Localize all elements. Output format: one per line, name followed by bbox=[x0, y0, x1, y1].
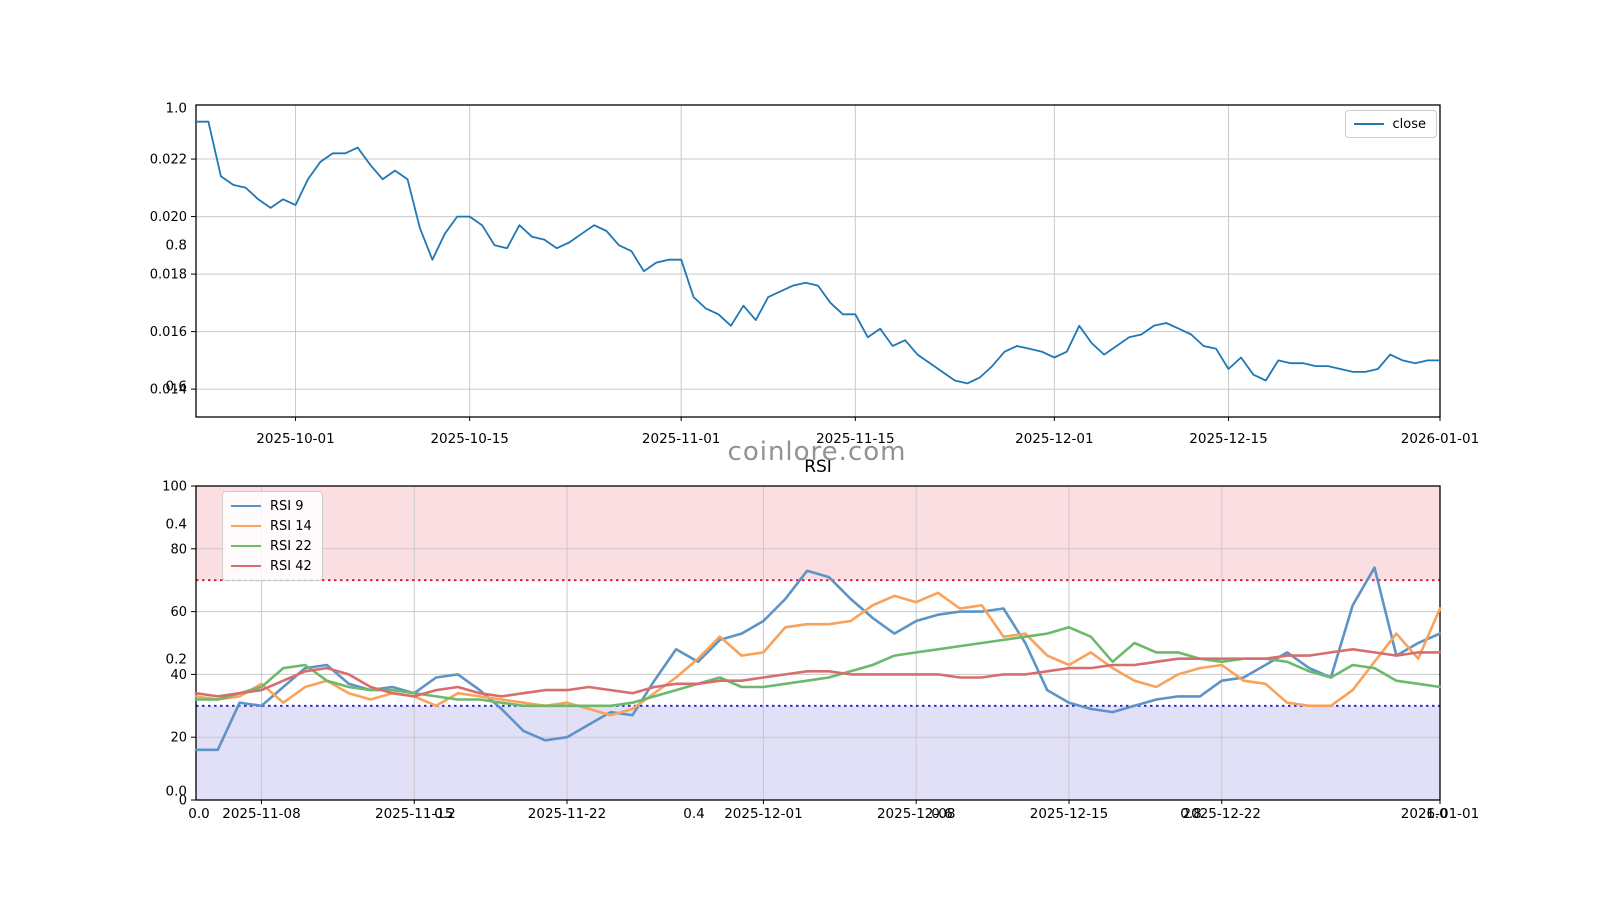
legend-item-rsi42: RSI 42 bbox=[231, 556, 312, 576]
legend-item-rsi9: RSI 9 bbox=[231, 496, 312, 516]
x-tick-label: 2025-12-08 bbox=[877, 806, 955, 822]
overlay-y-tick-label: 1.0 bbox=[166, 101, 187, 117]
rsi-plot-frame bbox=[195, 485, 1441, 801]
y-tick-label: 40 bbox=[170, 668, 187, 683]
y-tick-label: 60 bbox=[170, 605, 187, 620]
x-tick-label: 2025-12-15 bbox=[1189, 431, 1267, 447]
price-legend: close bbox=[1344, 110, 1437, 138]
legend-label-rsi22: RSI 22 bbox=[270, 538, 312, 554]
overlay-x-tick-label: 0.8 bbox=[1180, 806, 1201, 822]
overlay-x-tick-label: 0.4 bbox=[683, 806, 704, 822]
legend-item-rsi14: RSI 14 bbox=[231, 516, 312, 536]
overlay-y-tick-label: 0.8 bbox=[166, 238, 187, 254]
y-tick-label: 0.020 bbox=[150, 210, 187, 225]
x-tick-label: 2026-01-01 bbox=[1401, 431, 1479, 447]
y-tick-label: 0.014 bbox=[150, 383, 187, 398]
x-tick-label: 2025-12-22 bbox=[1183, 806, 1261, 822]
overlay-y-tick-label: 0.6 bbox=[166, 379, 187, 395]
overlay-y-tick-label: 0.4 bbox=[166, 517, 187, 533]
x-tick-label: 2025-10-15 bbox=[430, 431, 508, 447]
x-tick-label: 2026-01-01 bbox=[1401, 806, 1479, 822]
legend-label-rsi42: RSI 42 bbox=[270, 558, 312, 574]
rsi9-line bbox=[194, 566, 1442, 752]
close-line bbox=[196, 120, 1440, 385]
legend-item-close: close bbox=[1353, 115, 1426, 133]
x-tick-label: 2025-11-15 bbox=[816, 431, 894, 447]
rsi42-line bbox=[194, 647, 1442, 698]
legend-label-rsi9: RSI 9 bbox=[270, 498, 304, 514]
watermark: coinlore.com bbox=[727, 437, 907, 467]
legend-label-rsi14: RSI 14 bbox=[270, 518, 312, 534]
overlay-y-tick-label: 0.0 bbox=[166, 784, 187, 800]
x-tick-label: 2025-10-01 bbox=[256, 431, 334, 447]
rsi14-line-swatch bbox=[231, 525, 261, 527]
x-tick-label: 2025-11-15 bbox=[375, 806, 453, 822]
overlay-x-tick-label: 0.6 bbox=[931, 806, 952, 822]
x-tick-label: 2025-12-01 bbox=[1015, 431, 1093, 447]
overlay-y-tick-label: 0.2 bbox=[166, 652, 187, 668]
rsi22-line bbox=[194, 625, 1442, 708]
y-tick-label: 100 bbox=[162, 480, 187, 495]
y-tick-label: 0.022 bbox=[150, 153, 187, 168]
y-tick-label: 0 bbox=[179, 794, 187, 809]
x-tick-label: 2025-11-08 bbox=[222, 806, 300, 822]
overlay-x-tick-label: 0.2 bbox=[434, 806, 455, 822]
y-tick-label: 20 bbox=[170, 731, 187, 746]
legend-label-close: close bbox=[1392, 116, 1426, 132]
x-tick-label: 2025-12-01 bbox=[724, 806, 802, 822]
rsi-chart-title: RSI bbox=[804, 457, 832, 477]
y-tick-label: 0.018 bbox=[150, 268, 187, 283]
overlay-x-tick-label: 1.0 bbox=[1426, 806, 1447, 822]
y-tick-label: 80 bbox=[170, 542, 187, 557]
price-plot-frame bbox=[195, 104, 1441, 418]
x-tick-label: 2025-11-01 bbox=[642, 431, 720, 447]
close-line-swatch bbox=[1353, 123, 1384, 125]
rsi9-line-swatch bbox=[231, 505, 261, 507]
rsi42-line-swatch bbox=[231, 565, 261, 567]
overlay-x-tick-label: 0.0 bbox=[188, 806, 209, 822]
x-tick-label: 2025-12-15 bbox=[1030, 806, 1108, 822]
rsi-legend: RSI 9 RSI 14 RSI 22 RSI 42 bbox=[222, 491, 323, 581]
x-tick-label: 2025-11-22 bbox=[528, 806, 606, 822]
legend-item-rsi22: RSI 22 bbox=[231, 536, 312, 556]
y-tick-label: 0.016 bbox=[150, 325, 187, 340]
oversold-band bbox=[196, 705, 1440, 800]
rsi22-line-swatch bbox=[231, 545, 261, 547]
overbought-band bbox=[196, 486, 1440, 581]
